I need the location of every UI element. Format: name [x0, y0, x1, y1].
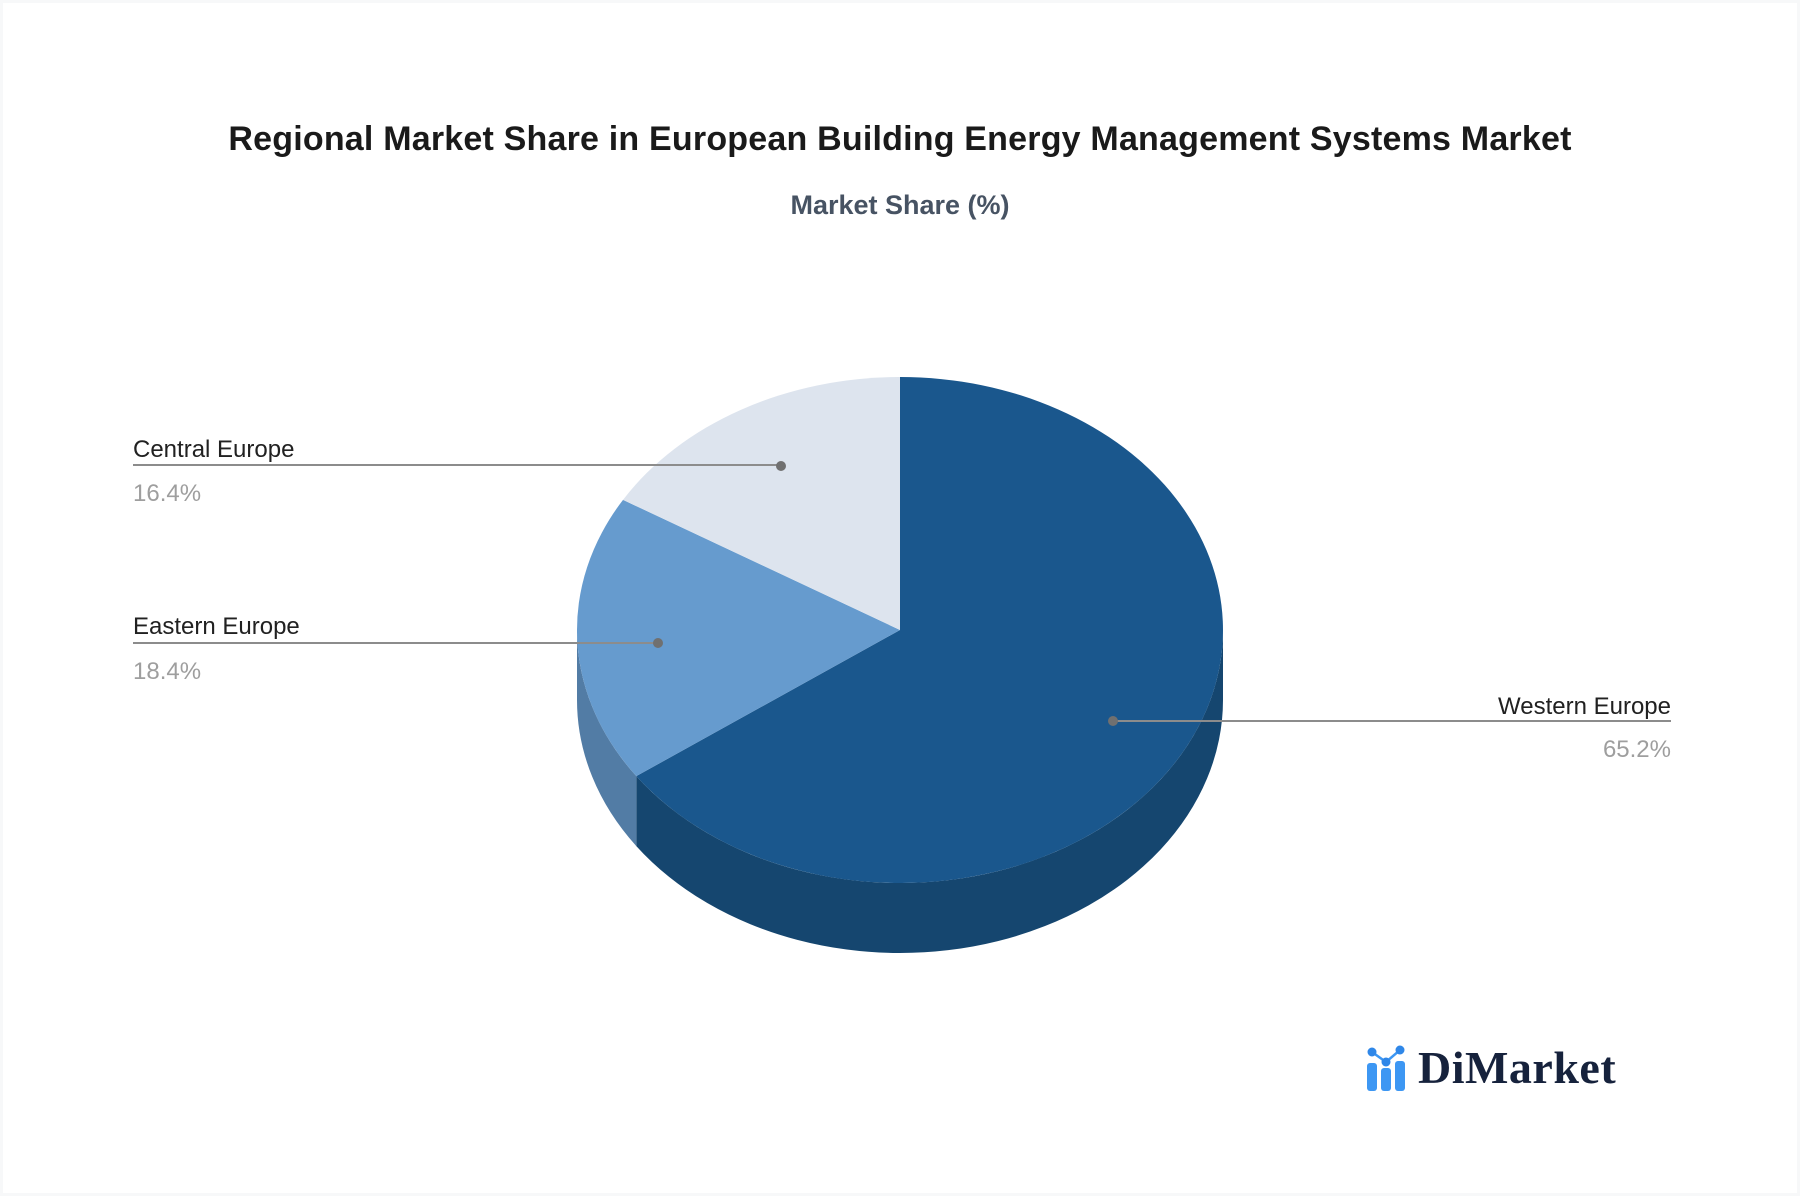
- dimarket-logo-text: DiMarket: [1418, 1042, 1617, 1093]
- dimarket-logo: DiMarket: [1360, 1035, 1680, 1105]
- connector-line-western-europe: [1113, 720, 1671, 722]
- connector-line-eastern-europe: [133, 642, 658, 644]
- label-central-europe: Central Europe: [133, 436, 295, 463]
- value-western-europe: 65.2%: [1602, 736, 1671, 763]
- pie-slice-eastern-europe[interactable]: [576, 499, 900, 777]
- chart-subtitle: Market Share (%): [790, 190, 1010, 220]
- value-central-europe: 16.4%: [133, 480, 202, 507]
- label-eastern-europe: Eastern Europe: [133, 613, 300, 640]
- pie-slice-central-europe[interactable]: [623, 377, 900, 630]
- value-eastern-europe: 18.4%: [133, 658, 202, 685]
- pie-slice-side-western-europe: [636, 630, 1223, 954]
- chart-title: Regional Market Share in European Buildi…: [228, 120, 1572, 158]
- connector-dot-central-europe: [776, 461, 786, 471]
- label-western-europe: Western Europe: [1498, 693, 1671, 720]
- connector-dot-eastern-europe: [653, 638, 663, 648]
- pie-slice-western-europe[interactable]: [636, 377, 1223, 883]
- bar-line-chart-icon: [1367, 1045, 1405, 1091]
- connector-line-central-europe: [133, 464, 781, 466]
- pie-slice-side-eastern-europe: [577, 630, 637, 847]
- connector-dot-western-europe: [1108, 716, 1118, 726]
